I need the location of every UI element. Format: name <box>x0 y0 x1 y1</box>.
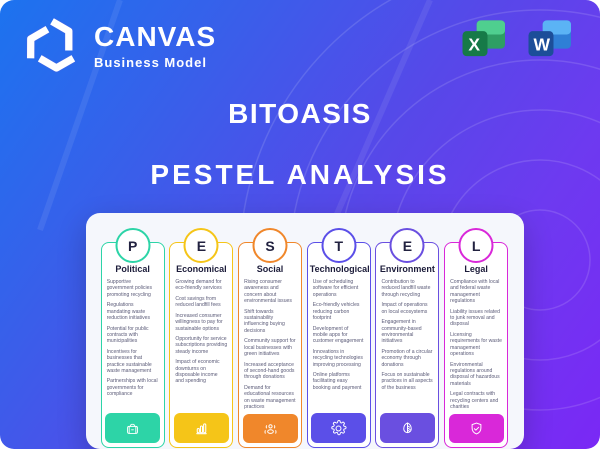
svg-text:X: X <box>468 34 480 54</box>
svg-text:W: W <box>534 34 551 54</box>
